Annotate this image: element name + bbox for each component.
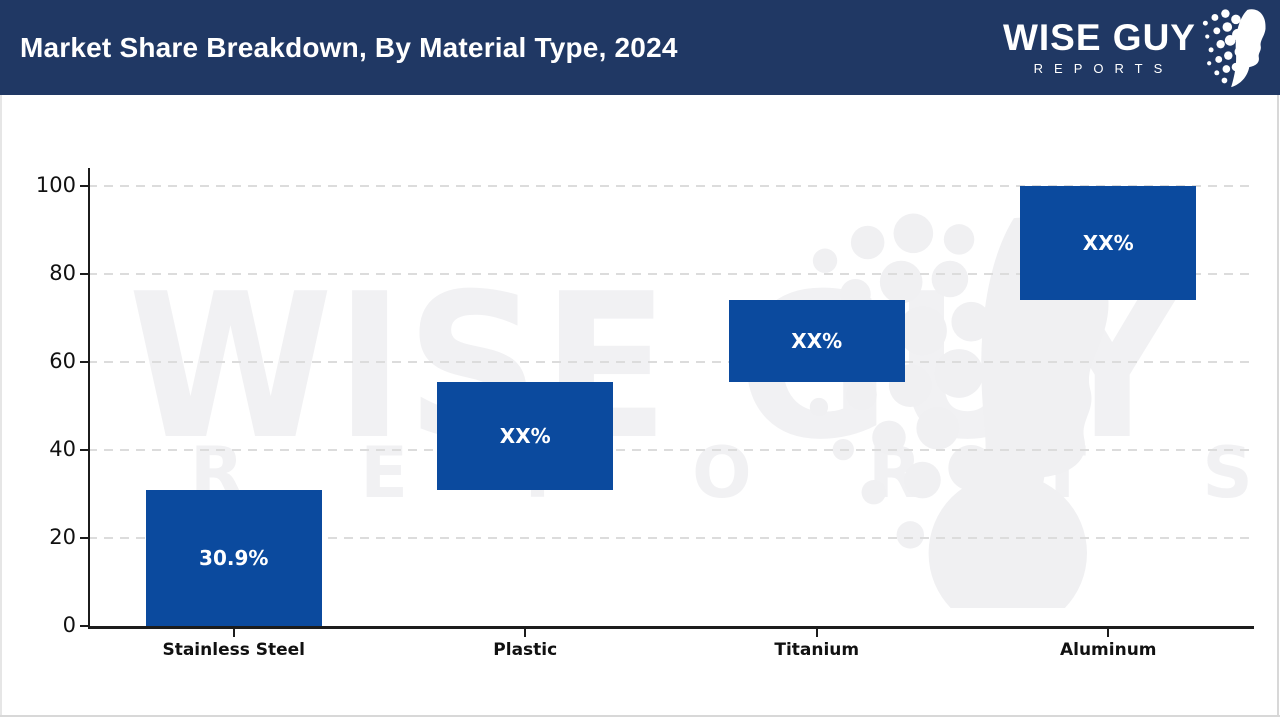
- brand-logo-text: WISE GUY REPORTS: [1003, 19, 1196, 76]
- category-label-stainless-steel: Stainless Steel: [162, 640, 306, 660]
- gridline-100: [88, 185, 1254, 187]
- y-axis-line: [88, 168, 90, 628]
- bar-aluminum: XX%: [1020, 186, 1197, 301]
- brand-logo: WISE GUY REPORTS: [1003, 6, 1270, 90]
- y-tick-80: [80, 273, 88, 275]
- gridline-40: [88, 449, 1254, 451]
- category-label-plastic: Plastic: [493, 640, 558, 660]
- y-tick-60: [80, 361, 88, 363]
- frame-bottom-hairline: [0, 715, 1280, 717]
- category-label-aluminum: Aluminum: [1059, 640, 1157, 660]
- gridline-80: [88, 273, 1254, 275]
- gridline-20: [88, 537, 1254, 539]
- y-tick-label-0: 0: [62, 613, 76, 637]
- y-tick-label-40: 40: [49, 437, 76, 461]
- category-label-titanium: Titanium: [774, 640, 860, 660]
- chart-title: Market Share Breakdown, By Material Type…: [20, 31, 678, 63]
- y-tick-label-100: 100: [35, 173, 76, 197]
- bar-value-label-stainless-steel: 30.9%: [199, 546, 269, 570]
- header-bar: Market Share Breakdown, By Material Type…: [0, 0, 1280, 95]
- y-tick-20: [80, 537, 88, 539]
- bar-value-label-plastic: XX%: [499, 424, 551, 449]
- y-tick-label-60: 60: [49, 349, 76, 373]
- brand-wordmark: WISE GUY: [1002, 17, 1196, 58]
- x-axis-line: [88, 626, 1254, 629]
- x-tick-plastic: [524, 629, 527, 637]
- brand-reports-text: REPORTS: [1033, 61, 1174, 76]
- x-tick-titanium: [815, 629, 818, 637]
- frame-right-hairline: [1277, 95, 1279, 717]
- frame-left-hairline: [0, 95, 2, 717]
- bar-value-label-titanium: XX%: [791, 329, 843, 354]
- bar-stainless-steel: 30.9%: [145, 490, 322, 626]
- y-tick-40: [80, 449, 88, 451]
- x-tick-stainless-steel: [232, 629, 235, 637]
- y-tick-100: [80, 185, 88, 187]
- bar-plastic: XX%: [437, 382, 614, 491]
- brand-head-dots-icon: [1202, 8, 1266, 87]
- bar-titanium: XX%: [728, 300, 905, 382]
- y-tick-label-80: 80: [49, 261, 76, 285]
- bar-value-label-aluminum: XX%: [1082, 231, 1134, 256]
- x-tick-aluminum: [1107, 629, 1110, 637]
- y-tick-label-20: 20: [49, 525, 76, 549]
- gridline-60: [88, 361, 1254, 363]
- y-tick-0: [80, 625, 88, 627]
